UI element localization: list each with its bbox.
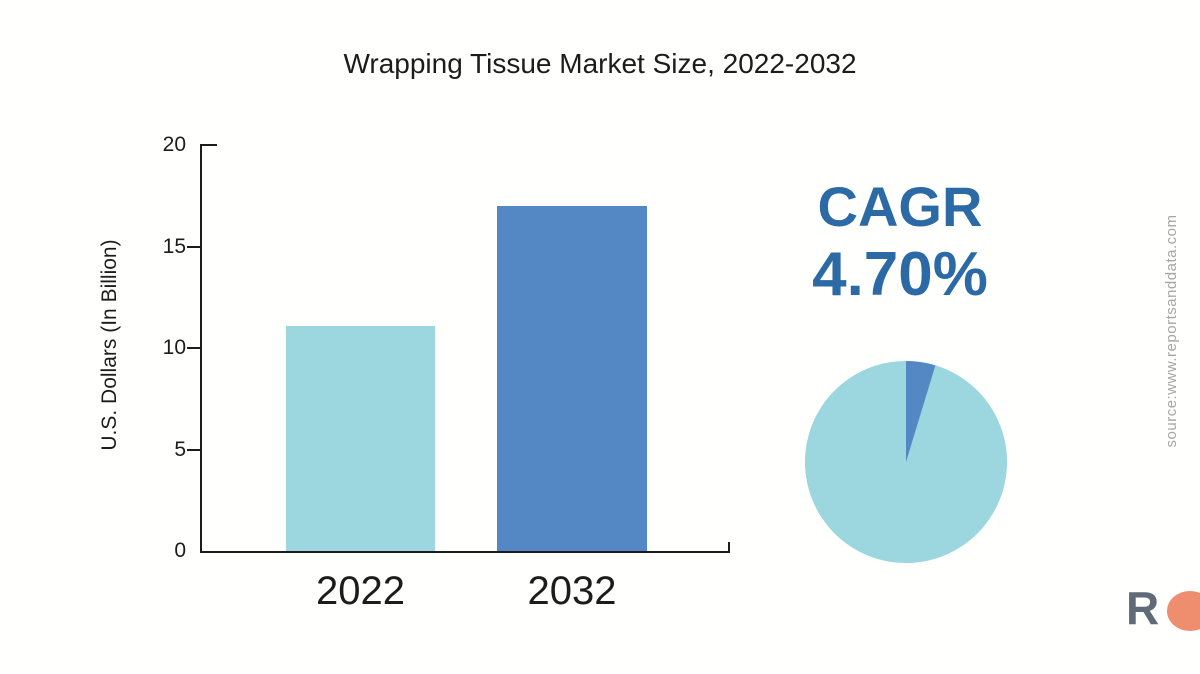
- y-tick-label: 15: [162, 234, 186, 258]
- bar-chart-plot-area: 0 5 10 15 20 2022 2032: [163, 133, 730, 613]
- bar-2032: [497, 205, 647, 551]
- cagr-block: CAGR 4.70%: [775, 176, 1025, 308]
- source-attribution: source:www.reportsanddata.com: [1163, 214, 1180, 448]
- y-tick-label: 20: [162, 133, 186, 156]
- logo-orange-mark-icon: [1167, 591, 1200, 631]
- cagr-pie-chart: [804, 360, 1008, 564]
- y-axis-top-tick: [200, 144, 217, 146]
- reportsanddata-logo: R: [1126, 582, 1200, 636]
- y-tick-mark: [187, 245, 200, 248]
- y-axis-label: U.S. Dollars (In Billion): [98, 239, 121, 451]
- cagr-label: CAGR: [817, 175, 983, 238]
- x-tick-label: 2022: [316, 569, 405, 613]
- logo-letter-r: R: [1126, 582, 1159, 634]
- cagr-value: 4.70%: [812, 240, 988, 309]
- y-tick-mark: [187, 448, 200, 451]
- pie-remainder-slice: [804, 360, 1008, 564]
- bar-2022: [286, 325, 435, 551]
- y-tick-mark: [187, 347, 200, 349]
- pie-cagr-slice: [906, 360, 936, 462]
- y-tick-label: 0: [174, 539, 186, 562]
- chart-title: Wrapping Tissue Market Size, 2022-2032: [343, 48, 857, 79]
- y-tick-label: 5: [174, 437, 186, 461]
- y-tick-label: 10: [162, 336, 186, 359]
- x-tick-label: 2032: [527, 569, 617, 613]
- x-axis-end-tick: [728, 542, 730, 551]
